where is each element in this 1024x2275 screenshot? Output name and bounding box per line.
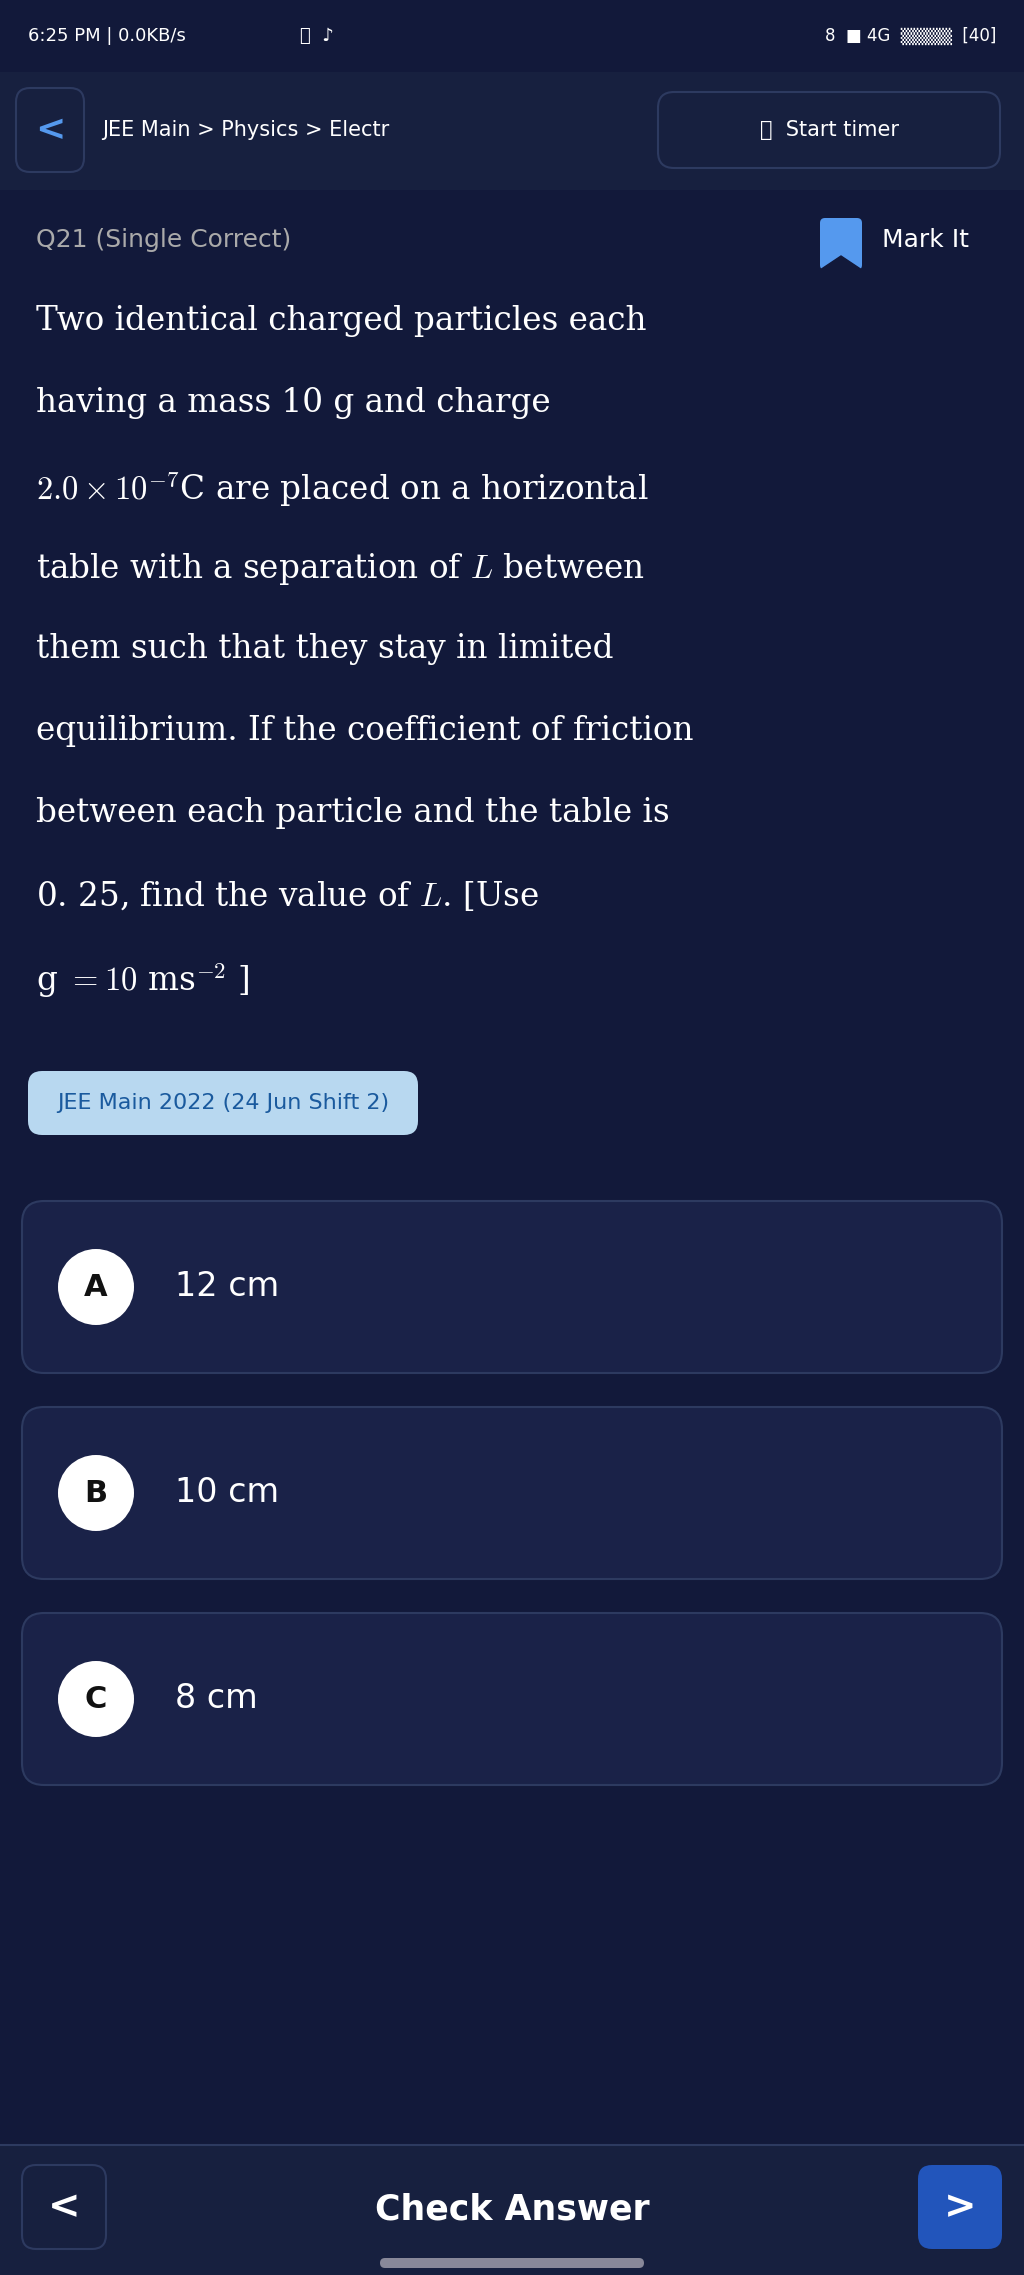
Circle shape	[58, 1249, 134, 1324]
Text: ⏱  Start timer: ⏱ Start timer	[760, 121, 898, 141]
Text: having a mass 10 g and charge: having a mass 10 g and charge	[36, 387, 551, 419]
FancyBboxPatch shape	[22, 2166, 106, 2250]
Text: equilibrium. If the coefficient of friction: equilibrium. If the coefficient of frict…	[36, 714, 693, 746]
Text: 8  ■ 4G  ▒▒▒▒  [40]: 8 ■ 4G ▒▒▒▒ [40]	[824, 27, 996, 46]
Text: A: A	[84, 1272, 108, 1301]
Text: table with a separation of $L$ between: table with a separation of $L$ between	[36, 551, 645, 587]
Text: Check Answer: Check Answer	[375, 2193, 649, 2227]
FancyBboxPatch shape	[918, 2166, 1002, 2250]
Bar	[0, 0, 1024, 73]
FancyBboxPatch shape	[658, 91, 1000, 168]
Polygon shape	[820, 257, 862, 271]
Text: 6:25 PM | 0.0KB/s: 6:25 PM | 0.0KB/s	[28, 27, 186, 46]
Text: 12 cm: 12 cm	[175, 1269, 280, 1304]
FancyBboxPatch shape	[820, 218, 862, 271]
Text: 8 cm: 8 cm	[175, 1684, 258, 1715]
FancyBboxPatch shape	[28, 1072, 418, 1135]
FancyBboxPatch shape	[380, 2259, 644, 2268]
Text: Q21 (Single Correct): Q21 (Single Correct)	[36, 228, 291, 253]
Text: JEE Main > Physics > Electr: JEE Main > Physics > Electr	[102, 121, 389, 141]
FancyBboxPatch shape	[22, 1201, 1002, 1374]
Text: $2.0 \times 10^{-7}$C are placed on a horizontal: $2.0 \times 10^{-7}$C are placed on a ho…	[36, 469, 649, 510]
Text: >: >	[944, 2189, 976, 2225]
Text: g $= 10$ ms$^{-2}$ ]: g $= 10$ ms$^{-2}$ ]	[36, 960, 250, 1001]
Circle shape	[58, 1456, 134, 1531]
Text: B: B	[84, 1479, 108, 1508]
Text: JEE Main 2022 (24 Jun Shift 2): JEE Main 2022 (24 Jun Shift 2)	[57, 1092, 389, 1112]
Bar	[0, 2145, 1024, 2275]
Text: them such that they stay in limited: them such that they stay in limited	[36, 632, 613, 664]
Text: C: C	[85, 1684, 108, 1713]
Text: 10 cm: 10 cm	[175, 1476, 280, 1511]
Bar	[0, 73, 1024, 191]
Text: <: <	[48, 2189, 80, 2225]
FancyBboxPatch shape	[16, 89, 84, 173]
Text: ⏰  ♪: ⏰ ♪	[300, 27, 334, 46]
FancyBboxPatch shape	[22, 1613, 1002, 1786]
Circle shape	[58, 1661, 134, 1738]
Text: <: <	[35, 114, 66, 148]
Text: 0. 25, find the value of $L$. [Use: 0. 25, find the value of $L$. [Use	[36, 878, 539, 912]
Text: Two identical charged particles each: Two identical charged particles each	[36, 305, 646, 337]
Text: between each particle and the table is: between each particle and the table is	[36, 796, 670, 828]
FancyBboxPatch shape	[22, 1406, 1002, 1579]
Text: Mark It: Mark It	[882, 228, 969, 253]
